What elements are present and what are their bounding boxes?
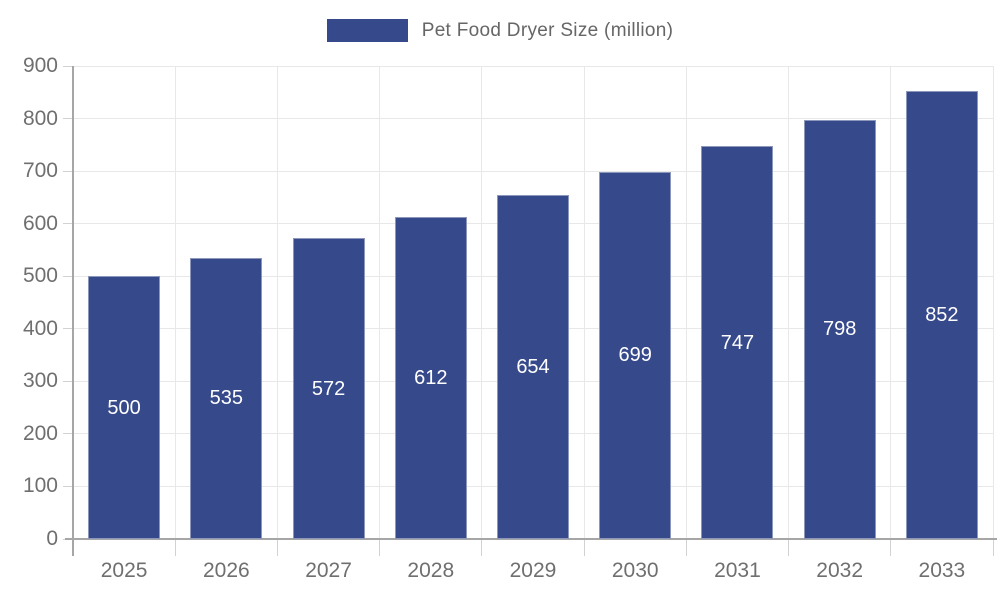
bar-value-label-2027: 572	[311, 377, 346, 400]
x-axis-tick-label-2029: 2029	[509, 559, 557, 582]
x-gridline	[788, 66, 790, 539]
x-axis-line	[65, 538, 997, 540]
x-gridline	[379, 66, 381, 539]
y-axis-tick-label: 100	[22, 474, 58, 498]
legend-label: Pet Food Dryer Size (million)	[421, 20, 674, 41]
bar-2030	[599, 171, 672, 539]
bar-value-label-2033: 852	[925, 304, 959, 327]
x-axis-tick-label-2030: 2030	[611, 559, 659, 582]
y-axis-tick	[63, 170, 73, 172]
bar-value-label-2032: 798	[822, 318, 857, 341]
bar-2026	[190, 257, 263, 539]
bar-2028	[394, 217, 467, 539]
y-axis-tick	[63, 380, 73, 382]
x-axis-tick-label-2025: 2025	[100, 559, 148, 582]
x-axis-tick-label-2027: 2027	[305, 559, 352, 582]
x-gridline	[685, 66, 687, 539]
y-axis-tick-label: 800	[22, 106, 58, 130]
x-axis-tick	[583, 539, 585, 556]
y-axis-tick	[63, 328, 73, 330]
y-gridline	[73, 170, 993, 172]
x-gridline	[992, 66, 994, 539]
legend-swatch	[326, 19, 408, 42]
bar-value-label-2029: 654	[516, 356, 550, 379]
y-axis-tick	[63, 275, 73, 277]
y-gridline	[73, 118, 993, 120]
x-gridline	[583, 66, 585, 539]
x-axis-tick	[992, 539, 994, 556]
y-gridline	[73, 65, 993, 67]
x-axis-tick-label-2031: 2031	[714, 559, 761, 582]
x-gridline	[174, 66, 176, 539]
y-axis-tick-label: 900	[22, 54, 58, 77]
x-gridline	[890, 66, 892, 539]
x-axis-tick	[276, 539, 278, 556]
bar-2029	[497, 195, 569, 539]
y-axis-tick	[63, 485, 73, 487]
bar-value-label-2026: 535	[209, 387, 244, 410]
bar-2025	[88, 276, 161, 539]
y-axis-tick-label: 200	[22, 421, 58, 445]
bar-2031	[701, 146, 774, 539]
y-axis-tick-label: 700	[22, 159, 58, 183]
x-axis-tick	[481, 539, 483, 556]
x-axis-tick	[174, 539, 176, 556]
bar-value-label-2030: 699	[618, 344, 652, 367]
y-axis-tick-label: 400	[22, 316, 58, 340]
y-axis-tick	[63, 65, 73, 67]
y-axis-tick-label: 500	[22, 264, 58, 288]
y-axis-tick	[63, 223, 73, 225]
y-axis-tick-label: 0	[46, 527, 58, 550]
x-gridline	[276, 66, 278, 539]
bar-value-label-2025: 500	[107, 396, 141, 419]
x-axis-tick-label-2026: 2026	[202, 559, 250, 582]
x-axis-tick	[685, 539, 687, 556]
bar-value-label-2028: 612	[414, 367, 448, 390]
bar-2032	[803, 119, 876, 539]
y-axis-line	[72, 66, 74, 556]
x-axis-tick	[788, 539, 790, 556]
y-axis-tick-label: 600	[22, 211, 58, 235]
y-axis-tick	[63, 433, 73, 435]
y-axis-tick-label: 300	[22, 369, 58, 393]
x-axis-tick-label-2032: 2032	[816, 559, 864, 582]
bar-value-label-2031: 747	[720, 331, 755, 354]
bar-2033	[905, 91, 978, 539]
x-axis-tick-label-2033: 2033	[918, 559, 966, 582]
legend: Pet Food Dryer Size (million)	[0, 19, 1000, 42]
x-axis-tick-label-2028: 2028	[407, 559, 455, 582]
y-axis-tick	[63, 118, 73, 120]
bar-2027	[292, 238, 365, 539]
x-axis-tick	[890, 539, 892, 556]
x-gridline	[481, 66, 483, 539]
x-axis-tick	[379, 539, 381, 556]
